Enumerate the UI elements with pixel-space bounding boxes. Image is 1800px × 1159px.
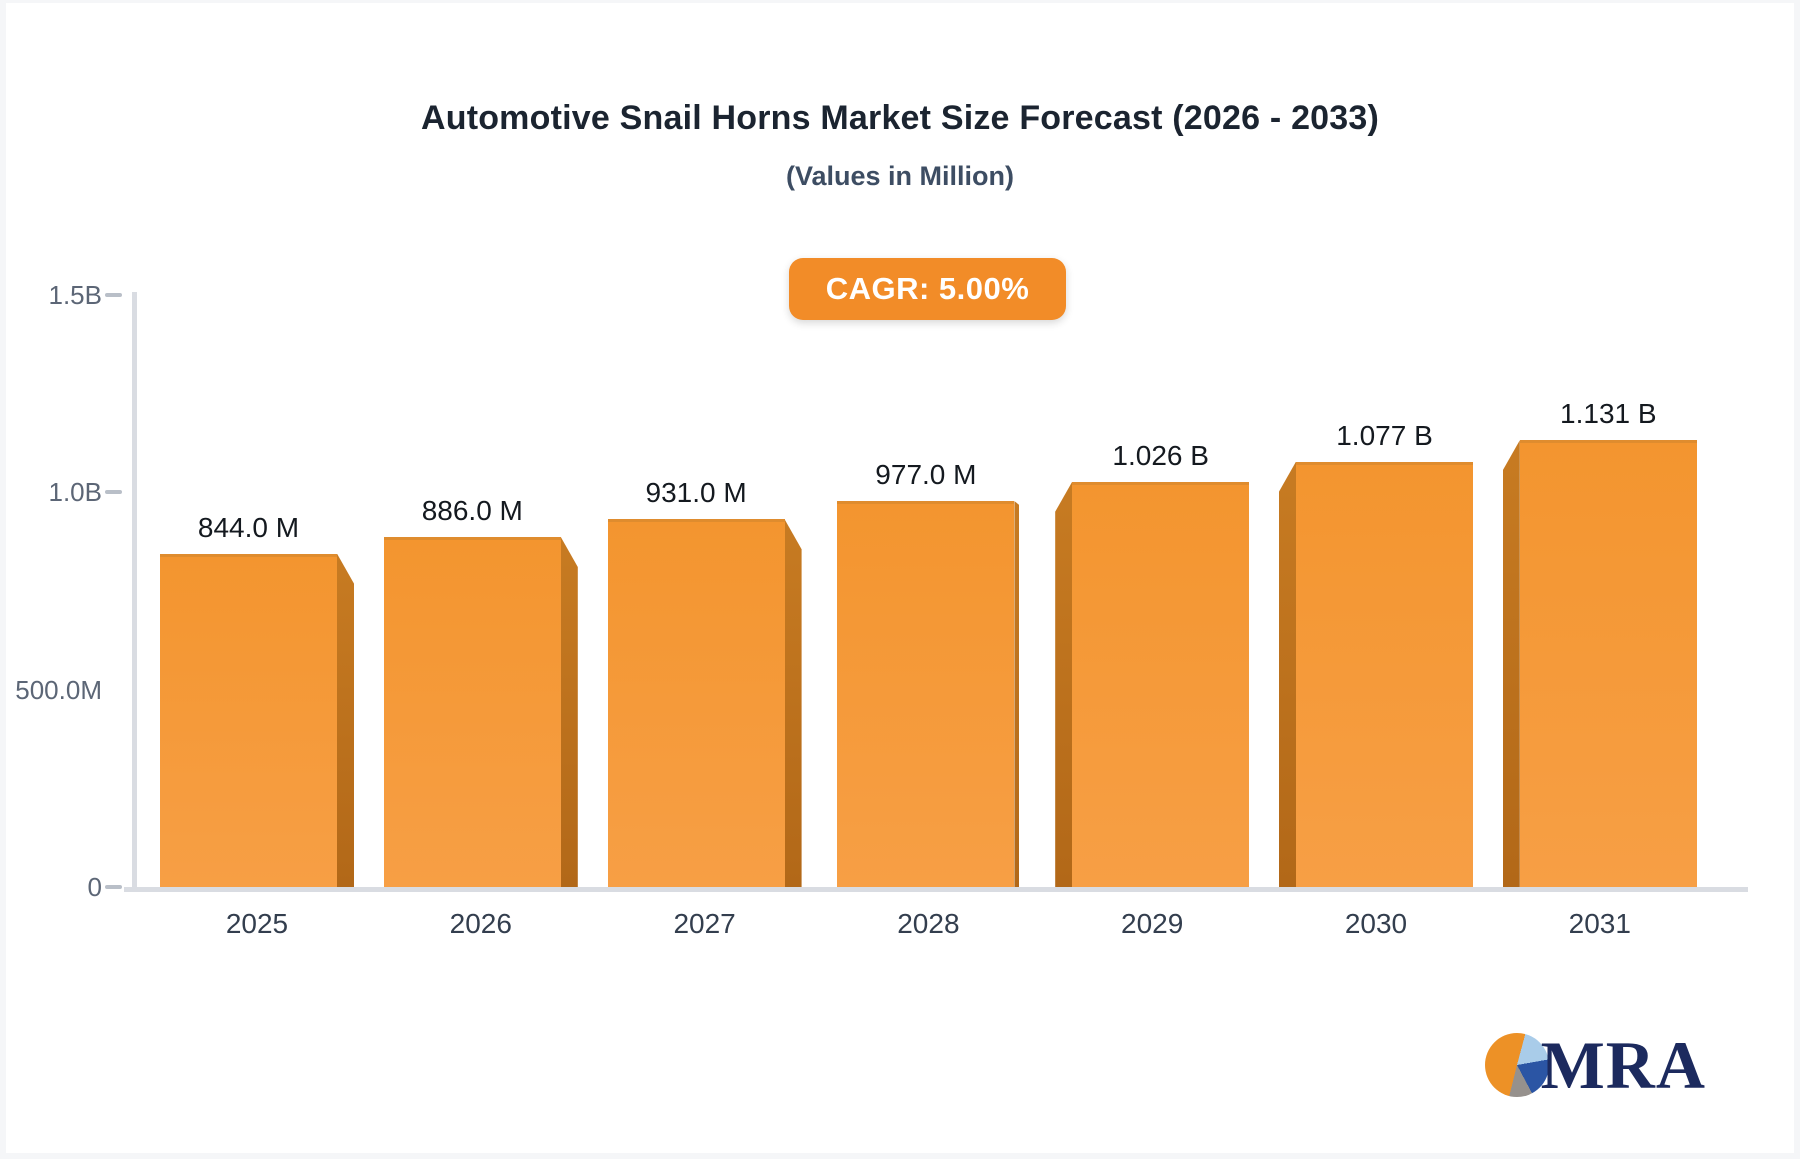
x-axis-label-2025: 2025 <box>225 908 289 939</box>
cagr-badge-label: CAGR: 5.00% <box>825 271 1030 306</box>
bar-value-label-2027: 931.0 M <box>645 477 747 509</box>
bar-3d-side-2031 <box>1502 440 1520 887</box>
brand-logo: MRA <box>1484 1027 1706 1103</box>
y-axis-tick-label: 1.5B <box>48 279 103 310</box>
bar-3d-side-2026 <box>560 537 578 887</box>
bar-2026[interactable] <box>383 537 561 887</box>
y-axis-tick-mark <box>105 885 122 889</box>
x-axis-line <box>124 887 1748 892</box>
chart-subtitle: (Values in Million) <box>785 161 1015 191</box>
y-axis-tick-label: 500.0M <box>15 674 102 705</box>
x-axis-label-2026: 2026 <box>449 908 512 939</box>
bar-3d-side-2028 <box>1014 501 1020 887</box>
bar-2028[interactable] <box>837 501 1015 887</box>
bar-value-label-2030: 1.077 B <box>1336 419 1433 451</box>
bar-2031[interactable] <box>1519 440 1697 887</box>
bar-2027[interactable] <box>607 519 785 887</box>
chart-title: Automotive Snail Horns Market Size Forec… <box>420 99 1380 137</box>
bar-3d-side-2030 <box>1279 461 1296 887</box>
bar-2025[interactable] <box>160 553 337 887</box>
logo-text: MRA <box>1540 1027 1706 1103</box>
pie-chart-logo-icon <box>1484 1033 1549 1097</box>
cagr-badge: CAGR: 5.00% <box>789 258 1066 320</box>
x-axis-label-2028: 2028 <box>897 908 960 939</box>
bar-3d-side-2027 <box>784 519 802 887</box>
bar-3d-side-2025 <box>337 553 354 887</box>
bar-value-label-2025: 844.0 M <box>197 511 300 543</box>
bar-2030[interactable] <box>1296 461 1473 887</box>
x-axis-label-2027: 2027 <box>673 908 736 939</box>
bar-value-label-2026: 886.0 M <box>421 495 523 527</box>
y-axis-tick-mark <box>105 490 122 494</box>
y-axis-tick-label: 1.0B <box>48 477 103 507</box>
x-axis-label-2029: 2029 <box>1121 908 1184 939</box>
plot-area: 1.5B 1.0B 500.0M 0 844.0 M 2025 886.0 M 2026 93… <box>6 3 1800 1159</box>
bar-2029[interactable] <box>1072 481 1250 887</box>
chart-card: Automotive Snail Horns Market Size Forec… <box>6 3 1794 1153</box>
y-axis-tick-label: 0 <box>87 872 102 902</box>
x-axis-label-2030: 2030 <box>1344 908 1408 939</box>
y-axis-tick-mark <box>105 292 122 297</box>
bar-value-label-2029: 1.026 B <box>1112 439 1209 471</box>
x-axis-label-2031: 2031 <box>1568 908 1631 939</box>
bar-3d-side-2029 <box>1055 481 1073 887</box>
y-axis-line <box>132 292 137 892</box>
bar-value-label-2031: 1.131 B <box>1560 398 1657 430</box>
bar-value-label-2028: 977.0 M <box>875 459 977 491</box>
